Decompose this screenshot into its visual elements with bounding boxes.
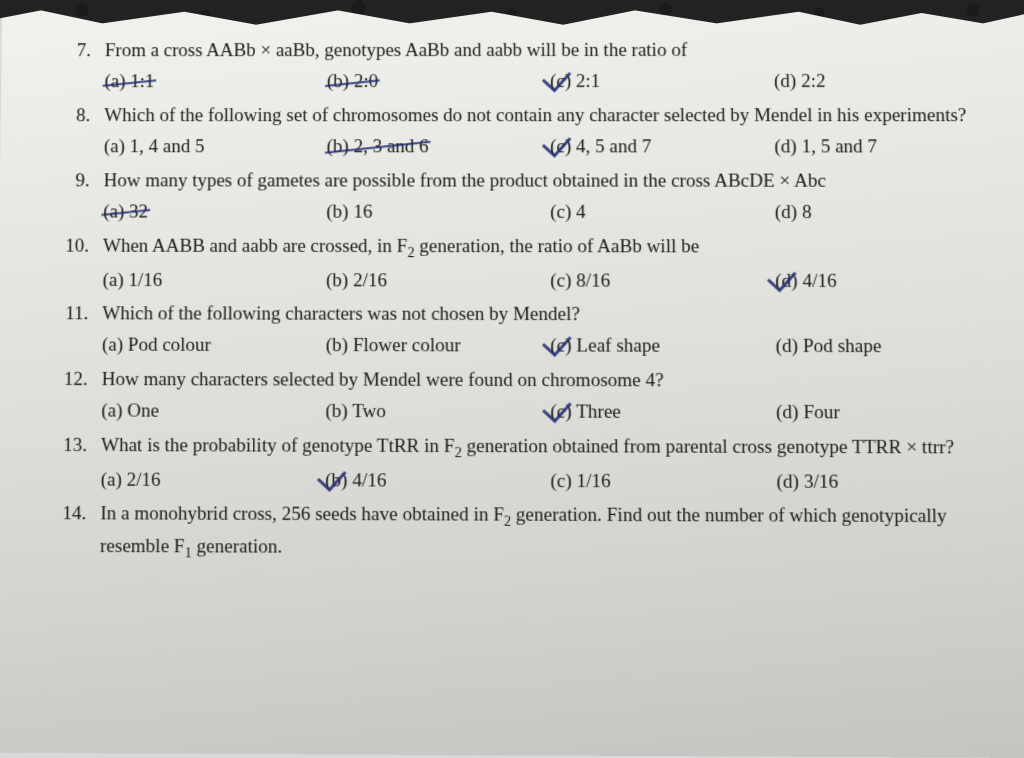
option-label: (d) 4/16 [775, 266, 837, 296]
option-label: (a) 32 [103, 198, 148, 228]
option: (a) 1, 4 and 5 [104, 132, 327, 162]
question-stem: Which of the following set of chromosome… [104, 101, 999, 131]
option: (b) Flower colour [326, 331, 551, 361]
question: 8.Which of the following set of chromoso… [60, 101, 1000, 162]
question-stem: From a cross AABb × aaBb, genotypes AaBb… [105, 36, 999, 66]
option: (a) One [101, 397, 325, 427]
option-label: (b) Two [325, 401, 386, 423]
option: (d) Four [776, 398, 1003, 429]
option: (c) 4 [550, 198, 775, 228]
question-number: 10. [59, 231, 104, 295]
option-label: (d) Four [776, 402, 840, 424]
question-stem: How many characters selected by Mendel w… [102, 365, 1003, 397]
option-label: (c) 4 [550, 202, 586, 223]
option-label: (b) 2:0 [327, 68, 378, 97]
option: (a) 32 [103, 198, 326, 228]
option-label: (c) 2:1 [550, 67, 600, 97]
option-label: (c) 1/16 [550, 470, 610, 492]
question: 12.How many characters selected by Mende… [57, 365, 1003, 429]
question: 11.Which of the following characters was… [58, 299, 1002, 362]
option: (d) Pod shape [776, 332, 1002, 362]
option-label: (d) Pod shape [776, 336, 882, 358]
option: (b) Two [325, 397, 550, 427]
option: (c) Leaf shape [550, 332, 775, 362]
option-label: (b) 2/16 [326, 270, 387, 291]
question: 13.What is the probability of genotype T… [56, 430, 1003, 497]
question-number: 11. [58, 299, 103, 361]
option: (c) 2:1 [550, 67, 774, 97]
option-label: (b) 4/16 [325, 466, 386, 496]
question: 7.From a cross AABb × aaBb, genotypes Aa… [61, 36, 999, 97]
question-number: 8. [60, 101, 104, 162]
option: (b) 4/16 [325, 466, 550, 497]
option-row: (a) Pod colour (b) Flower colour (c) Leaf … [102, 331, 1002, 363]
question-stem: Which of the following characters was no… [102, 299, 1001, 330]
option: (c) 1/16 [550, 466, 776, 497]
option-label: (a) One [101, 401, 159, 422]
option-row: (a) 32 (b) 16 (c) 4 (d) 8 [103, 198, 1000, 228]
option-label: (b) Flower colour [326, 335, 461, 357]
question-number: 9. [59, 166, 104, 227]
question-body: Which of the following characters was no… [102, 299, 1002, 362]
option: (d) 8 [775, 198, 1001, 228]
option: (c) 4, 5 and 7 [550, 133, 774, 163]
question: 14.In a monohybrid cross, 256 seeds have… [56, 499, 1005, 569]
question-body: Which of the following set of chromosome… [104, 101, 1000, 162]
option-label: (a) 1:1 [104, 68, 154, 97]
option: (a) 2/16 [101, 465, 326, 496]
option-row: (a) 1:1 (b) 2:0 (c) 2:1 (d) 2:2 [104, 67, 998, 97]
question-stem: What is the probability of genotype TtRR… [101, 430, 1003, 465]
option: (a) 1/16 [103, 265, 327, 295]
question-body: From a cross AABb × aaBb, genotypes AaBb… [104, 36, 998, 97]
option: (a) Pod colour [102, 331, 326, 361]
option-label: (c) Three [550, 398, 621, 428]
question-stem: How many types of gametes are possible f… [103, 166, 1000, 196]
question-number: 7. [61, 36, 105, 97]
option-label: (b) 16 [326, 202, 372, 223]
question-number: 14. [56, 499, 101, 566]
option-label: (c) Leaf shape [550, 332, 660, 362]
option: (d) 3/16 [776, 467, 1003, 498]
option-label: (a) 1/16 [103, 269, 163, 290]
question-list: 7.From a cross AABb × aaBb, genotypes Aa… [56, 36, 1005, 570]
question-number: 13. [56, 430, 101, 495]
option-label: (b) 2, 3 and 6 [327, 133, 429, 163]
option: (b) 16 [326, 198, 550, 228]
option-label: (a) Pod colour [102, 335, 211, 356]
question-stem: When AABB and aabb are crossed, in F2 ge… [103, 231, 1001, 264]
option-label: (d) 1, 5 and 7 [774, 137, 877, 158]
option: (a) 1:1 [104, 68, 327, 98]
option-row: (a) 2/16 (b) 4/16 (c) 1/16 (d) 3/16 [101, 465, 1004, 498]
option-label: (a) 2/16 [101, 469, 161, 491]
question-stem: In a monohybrid cross, 256 seeds have ob… [100, 499, 1004, 567]
option-row: (a) 1, 4 and 5 (b) 2, 3 and 6 (c) 4, 5 and… [104, 132, 1000, 162]
option: (d) 4/16 [775, 266, 1001, 296]
option-row: (a) 1/16 (b) 2/16 (c) 8/16 (d) 4/16 [103, 265, 1002, 296]
option-row: (a) One (b) Two (c) Three (d) Four [101, 397, 1003, 429]
option: (b) 2/16 [326, 266, 550, 296]
option-label: (c) 4, 5 and 7 [550, 133, 651, 163]
question: 10.When AABB and aabb are crossed, in F2… [59, 231, 1002, 296]
question: 9.How many types of gametes are possible… [59, 166, 1000, 228]
option: (c) 8/16 [550, 266, 775, 296]
option: (d) 2:2 [774, 67, 999, 97]
option-label: (d) 2:2 [774, 71, 826, 92]
option: (b) 2:0 [327, 67, 550, 97]
option-label: (d) 3/16 [776, 471, 838, 493]
question-number: 12. [57, 365, 102, 427]
option-label: (a) 1, 4 and 5 [104, 136, 205, 157]
question-body: In a monohybrid cross, 256 seeds have ob… [100, 499, 1004, 569]
option: (d) 1, 5 and 7 [774, 133, 999, 163]
exam-page: 7.From a cross AABb × aaBb, genotypes Aa… [0, 0, 1024, 758]
option-label: (d) 8 [775, 202, 812, 223]
question-body: How many types of gametes are possible f… [103, 166, 1000, 228]
option-label: (c) 8/16 [550, 270, 610, 291]
option: (c) Three [550, 398, 776, 429]
question-body: How many characters selected by Mendel w… [101, 365, 1003, 429]
option: (b) 2, 3 and 6 [327, 133, 551, 163]
question-body: When AABB and aabb are crossed, in F2 ge… [103, 231, 1002, 296]
question-body: What is the probability of genotype TtRR… [101, 430, 1004, 497]
